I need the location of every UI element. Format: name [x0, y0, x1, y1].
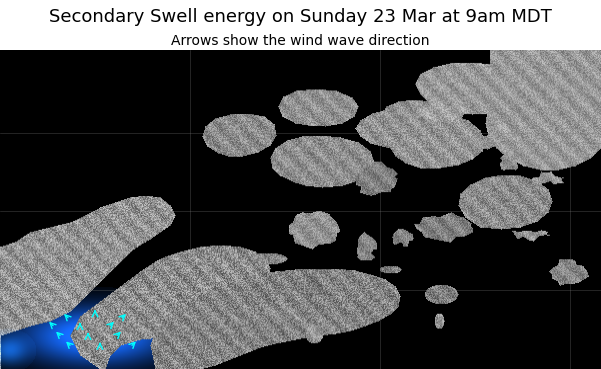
Text: Secondary Swell energy on Sunday 23 Mar at 9am MDT: Secondary Swell energy on Sunday 23 Mar … — [49, 8, 552, 27]
Text: Arrows show the wind wave direction: Arrows show the wind wave direction — [171, 34, 430, 48]
